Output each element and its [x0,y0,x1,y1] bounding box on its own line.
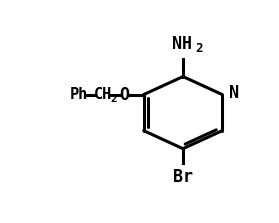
Text: O: O [119,86,129,104]
Text: NH: NH [172,35,192,53]
Text: CH: CH [93,87,112,102]
Text: 2: 2 [111,94,117,104]
Text: Ph: Ph [70,87,88,102]
Text: 2: 2 [195,42,202,55]
Text: N: N [229,84,239,102]
Text: Br: Br [173,168,193,186]
